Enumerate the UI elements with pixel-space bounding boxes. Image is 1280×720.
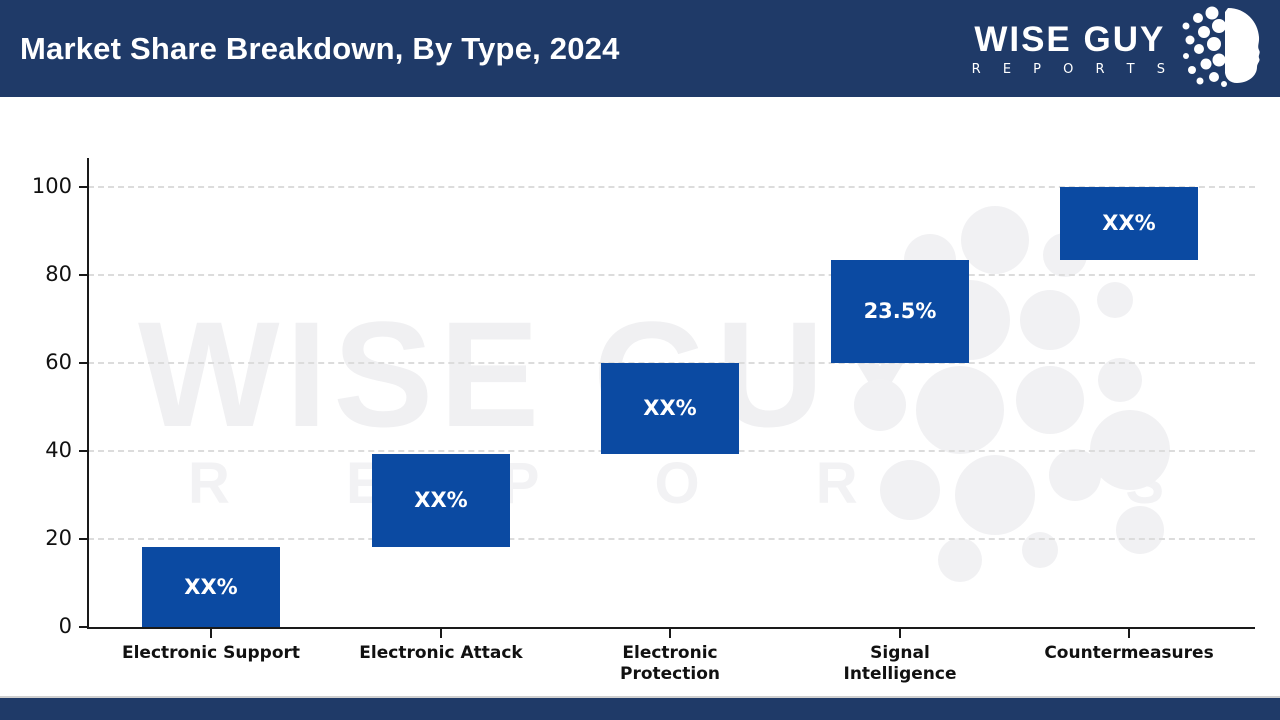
y-tick-label-80: 80 (45, 262, 72, 286)
x-tick-mark-electronic-support (210, 629, 212, 638)
bar-electronic-attack: XX% (372, 453, 510, 547)
y-tick-label-100: 100 (31, 174, 72, 198)
bar-signal-intelligence: 23.5% (831, 259, 969, 363)
x-tick-mark-electronic-protection (669, 629, 671, 638)
bar-value-label-electronic-attack: XX% (414, 488, 468, 513)
y-tick-mark-60 (79, 362, 87, 364)
x-tick-mark-electronic-attack (440, 629, 442, 638)
gridline-100 (88, 186, 1255, 188)
y-tick-mark-100 (79, 186, 87, 188)
chart-area: 0 20 40 60 80 100 XX% Electronic Support XX% Elec… (0, 97, 1280, 698)
y-tick-label-40: 40 (45, 438, 72, 462)
x-tick-mark-signal-intelligence (899, 629, 901, 638)
bar-value-label-electronic-protection: XX% (643, 396, 697, 421)
y-tick-label-20: 20 (45, 526, 72, 550)
bar-value-label-signal-intelligence: 23.5% (863, 299, 937, 324)
y-tick-mark-20 (79, 538, 87, 540)
brand-name: WISE GUY (974, 19, 1166, 59)
bar-electronic-support: XX% (142, 546, 280, 627)
category-label-signal-intelligence: Signal Intelligence (843, 643, 957, 684)
footer-bar (0, 696, 1280, 720)
brand-subtitle: R E P O R T S (971, 61, 1174, 77)
gridline-80 (88, 274, 1255, 276)
watermark-text: WISE GUY (138, 290, 937, 458)
bar-value-label-electronic-support: XX% (184, 574, 238, 599)
y-tick-mark-80 (79, 274, 87, 276)
category-label-electronic-support: Electronic Support (121, 643, 301, 663)
category-label-electronic-protection: Electronic Protection (620, 643, 720, 684)
page-title: Market Share Breakdown, By Type, 2024 (20, 30, 620, 66)
bar-value-label-countermeasures: XX% (1102, 211, 1156, 236)
y-tick-mark-0 (79, 626, 87, 628)
dotted-head-logo-icon (1178, 4, 1262, 94)
gridline-20 (88, 538, 1255, 540)
y-tick-label-60: 60 (45, 350, 72, 374)
y-axis-spine (87, 158, 89, 629)
bar-countermeasures: XX% (1060, 187, 1198, 260)
y-tick-label-0: 0 (58, 614, 72, 638)
bar-electronic-protection: XX% (601, 363, 739, 454)
header: Market Share Breakdown, By Type, 2024 WI… (0, 0, 1280, 97)
x-axis-line (87, 627, 1255, 629)
brand-logo: WISE GUY R E P O R T S (966, 4, 1262, 94)
y-tick-mark-40 (79, 450, 87, 452)
brand-logo-text: WISE GUY R E P O R T S (966, 22, 1174, 76)
category-label-countermeasures: Countermeasures (1044, 643, 1214, 663)
category-label-electronic-attack: Electronic Attack (359, 643, 523, 663)
x-tick-mark-countermeasures (1128, 629, 1130, 638)
